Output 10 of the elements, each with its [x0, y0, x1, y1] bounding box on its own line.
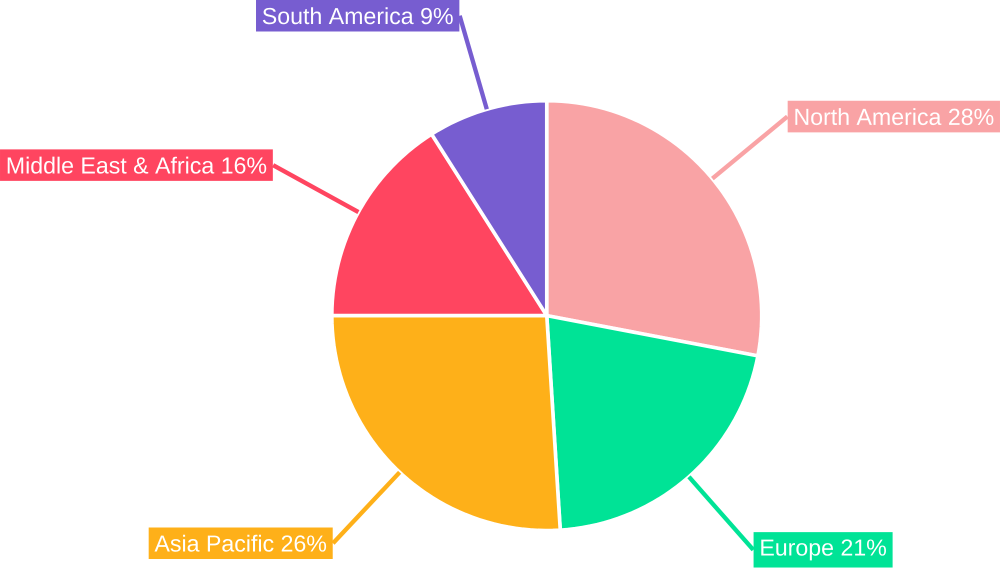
data-label: 28% [949, 108, 994, 126]
data-label: 26% [282, 536, 326, 552]
slice-label: Middle East & Africa [8, 156, 214, 174]
data-label: 21% [842, 540, 886, 556]
slice-label: Asia Pacific [154, 534, 274, 552]
data-label: 9% [421, 8, 453, 24]
slice-label: North America [795, 108, 942, 126]
data-label: 16% [222, 157, 266, 174]
slice-label: Europe [761, 540, 833, 561]
slice-label: South America [262, 7, 414, 24]
